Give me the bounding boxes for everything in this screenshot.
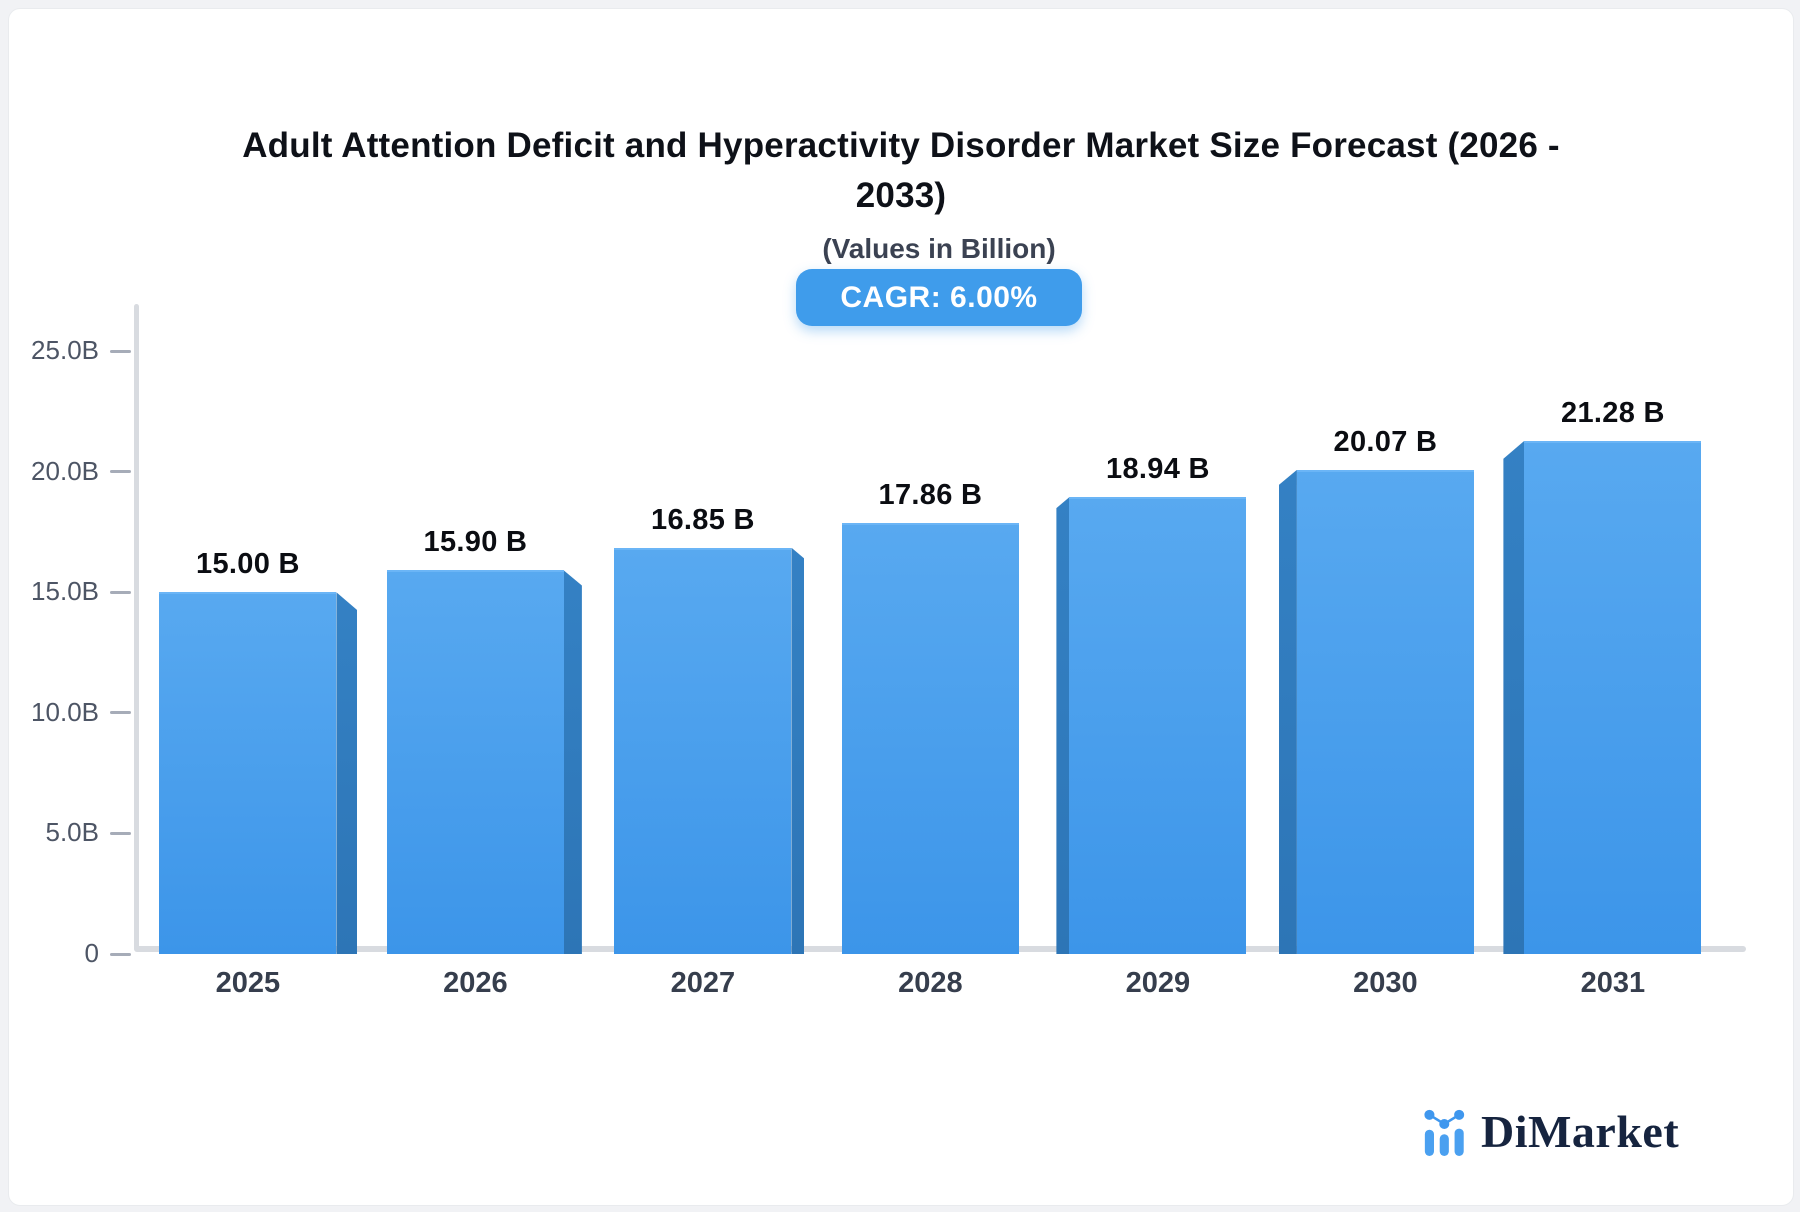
x-tick-label: 2027 xyxy=(670,967,736,999)
chart-title-line1: Adult Attention Deficit and Hyperactivit… xyxy=(242,126,1560,165)
bar-2027 xyxy=(614,547,792,954)
bar-2031-side-face xyxy=(1503,440,1525,954)
y-tick-dash xyxy=(110,590,131,594)
y-tick-dash xyxy=(110,470,131,474)
dimarket-logo-icon xyxy=(1424,1109,1465,1156)
bar-2026-side-face xyxy=(563,570,582,954)
bar-value-label: 21.28 B xyxy=(1561,396,1665,429)
bar-2027-side-face xyxy=(791,547,805,954)
x-tick-label: 2028 xyxy=(898,967,963,999)
bar-value-label: 17.86 B xyxy=(878,479,983,512)
bar-2030-side-face xyxy=(1278,469,1297,954)
chart-subtitle: (Values in Billion) xyxy=(822,233,1056,264)
y-axis-line xyxy=(134,304,139,951)
x-tick-label: 2031 xyxy=(1580,967,1646,999)
bar-2025 xyxy=(159,592,337,954)
y-tick-label: 5.0B xyxy=(45,817,100,848)
x-tick-label: 2030 xyxy=(1353,967,1418,999)
chart-card: Adult Attention Deficit and Hyperactivit… xyxy=(8,8,1794,1206)
bar-2026 xyxy=(386,570,564,954)
x-tick-label: 2025 xyxy=(215,967,281,999)
chart-title: Adult Attention Deficit and Hyperactivit… xyxy=(89,121,1713,221)
y-tick-label: 10.0B xyxy=(31,696,99,727)
y-tick-dash xyxy=(110,952,131,956)
x-tick-label: 2029 xyxy=(1125,967,1191,999)
bar-2028 xyxy=(841,523,1019,954)
bar-2029-side-face xyxy=(1056,497,1070,954)
bar-value-label: 15.00 B xyxy=(196,548,300,581)
y-tick-label: 20.0B xyxy=(31,455,99,486)
cagr-badge-row: CAGR: 6.00% xyxy=(134,269,1744,326)
y-tick-dash xyxy=(110,349,131,353)
brand-logo: DiMarket xyxy=(1423,1105,1679,1158)
bar-value-label: 16.85 B xyxy=(651,503,755,536)
bar-2031 xyxy=(1524,440,1702,954)
bar-2030 xyxy=(1296,469,1474,954)
bar-value-label: 18.94 B xyxy=(1106,453,1210,486)
x-tick-label: 2026 xyxy=(443,967,508,999)
bar-2025-side-face xyxy=(336,592,358,954)
bar-value-label: 15.90 B xyxy=(423,526,528,559)
y-tick-label: 15.0B xyxy=(31,576,99,607)
y-tick-label: 0 xyxy=(84,938,99,968)
brand-name: DiMarket xyxy=(1481,1106,1680,1157)
y-tick-dash xyxy=(110,831,131,835)
y-tick-dash xyxy=(110,711,131,715)
bar-value-label: 20.07 B xyxy=(1333,425,1438,458)
chart-title-line2: 2033) xyxy=(855,176,947,215)
bar-chart-plot: 0 5.0B 10.0B 15.0B 20.0B 25.0B 15.00 B 2025 15.9… xyxy=(9,9,1800,1205)
cagr-badge: CAGR: 6.00% xyxy=(796,269,1082,326)
bar-2029 xyxy=(1069,497,1247,954)
y-tick-label: 25.0B xyxy=(31,335,99,365)
